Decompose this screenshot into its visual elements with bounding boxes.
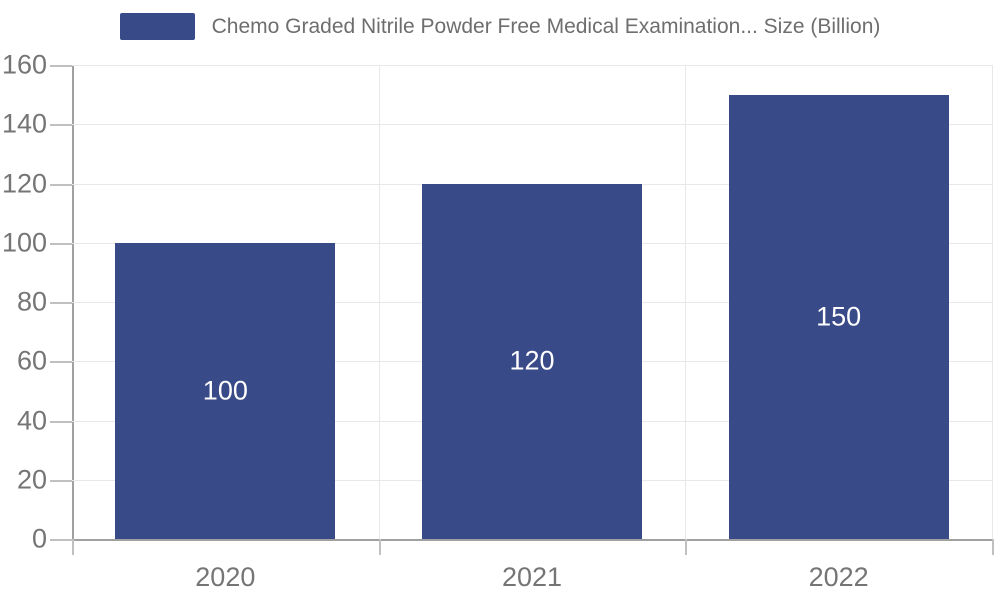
y-axis-tick xyxy=(50,302,72,304)
y-tick-label: 120 xyxy=(1,168,47,198)
x-axis-tick xyxy=(992,539,994,555)
x-axis-tick xyxy=(685,539,688,555)
h-gridline xyxy=(72,124,992,126)
x-tick-label: 2020 xyxy=(195,562,256,592)
x-axis-tick xyxy=(72,539,74,555)
y-axis-tick xyxy=(50,539,72,541)
y-axis-tick xyxy=(50,124,72,127)
legend-swatch xyxy=(119,13,195,40)
y-tick-label: 40 xyxy=(16,405,47,435)
y-tick-label: 80 xyxy=(16,286,47,317)
x-tick-label: 2021 xyxy=(501,562,563,592)
y-axis-line xyxy=(72,65,74,555)
y-tick-label: 140 xyxy=(1,108,47,139)
y-tick-label: 60 xyxy=(16,345,47,376)
y-axis-tick xyxy=(50,420,72,423)
bar-2020[interactable] xyxy=(115,242,336,539)
legend[interactable]: Chemo Graded Nitrile Powder Free Medical… xyxy=(0,13,1000,40)
y-axis-tick xyxy=(50,65,72,67)
v-gridline xyxy=(378,65,380,539)
bar-value-label: 150 xyxy=(816,301,862,332)
bar-value-label: 100 xyxy=(202,375,248,406)
y-tick-label: 100 xyxy=(1,227,47,258)
y-axis-tick xyxy=(50,479,72,482)
bar-2022[interactable] xyxy=(728,94,949,539)
x-tick-label: 2022 xyxy=(808,562,869,592)
v-gridline xyxy=(685,65,687,539)
y-axis-tick xyxy=(50,183,72,186)
y-tick-label: 0 xyxy=(31,523,47,554)
bar-value-label: 120 xyxy=(509,345,555,376)
y-axis-tick xyxy=(50,242,72,245)
legend-label: Chemo Graded Nitrile Powder Free Medical… xyxy=(211,14,881,38)
bar-2021[interactable] xyxy=(421,183,642,539)
y-tick-label: 160 xyxy=(1,49,47,80)
y-tick-label: 20 xyxy=(16,464,47,495)
v-gridline xyxy=(992,65,993,539)
y-axis-tick xyxy=(50,361,72,364)
h-gridline xyxy=(72,65,992,66)
x-axis-tick xyxy=(378,539,381,555)
x-axis-line xyxy=(72,539,992,541)
